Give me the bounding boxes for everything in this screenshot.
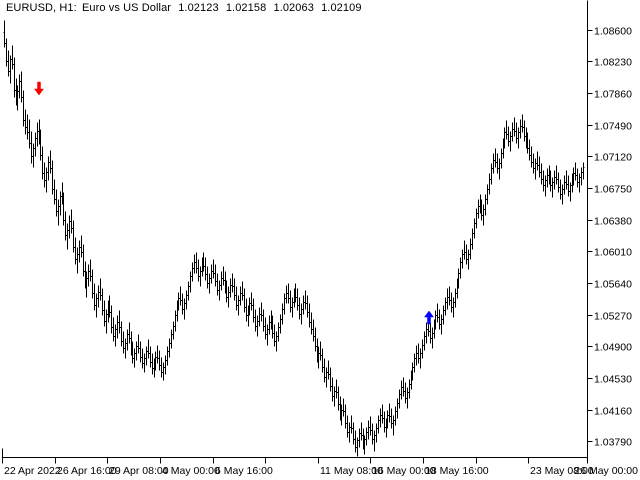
chart-description-label: Euro vs US Dollar	[81, 2, 172, 14]
time-tick-label: 18 May 16:00	[425, 465, 489, 477]
price-tick-label: 1.03790	[594, 436, 632, 448]
price-tick-label: 1.07490	[594, 120, 632, 132]
price-tick-label: 1.06750	[594, 183, 632, 195]
sell-arrow[interactable]	[34, 81, 44, 96]
quote-low-value: 1.02063	[273, 2, 314, 14]
ohlc-bars-group	[3, 20, 585, 457]
price-tick-label: 1.06380	[594, 215, 632, 227]
arrow-down-icon	[34, 81, 44, 96]
price-axis-labels[interactable]: 1.08600 1.08230 1.07860 1.07490 1.07120 1.067…	[594, 25, 632, 448]
price-tick-label: 1.07860	[594, 88, 632, 100]
quote-open-value: 1.02123	[178, 2, 219, 14]
signal-markers[interactable]	[34, 81, 434, 325]
price-tick-label: 1.06010	[594, 246, 632, 258]
chart-title-bar: EURUSD, H1: Euro vs US Dollar 1.02123 1.…	[6, 2, 362, 14]
price-tick-label: 1.04530	[594, 373, 632, 385]
price-tick-label: 1.07120	[594, 151, 632, 163]
price-tick-label: 1.05640	[594, 278, 632, 290]
time-tick-label: 26 Apr 16:00	[57, 465, 117, 477]
time-tick-label: 11 May 08:00	[320, 465, 383, 477]
quote-high-value: 1.02158	[225, 2, 267, 14]
time-tick-label: 4 May 00:00	[162, 465, 220, 477]
price-tick-label: 1.05270	[594, 310, 632, 322]
price-tick-label: 1.08230	[594, 56, 632, 68]
arrow-up-icon	[424, 310, 434, 325]
time-tick-label: 23 May 08:00	[530, 465, 594, 477]
time-tick-label: 16 May 00:00	[372, 465, 436, 477]
price-tick-label: 1.08600	[594, 25, 632, 37]
time-tick-label: 26 May 00:00	[574, 465, 638, 477]
time-tick-label: 6 May 16:00	[215, 465, 273, 477]
quote-close-value: 1.02109	[321, 2, 362, 14]
price-tick-label: 1.04160	[594, 405, 632, 417]
time-tick-label: 29 Apr 08:00	[109, 465, 169, 477]
chart-axes	[2, 0, 593, 464]
price-tick-label: 1.04900	[594, 341, 632, 353]
buy-arrow[interactable]	[424, 310, 434, 325]
chart-symbol-label: EURUSD, H1:	[6, 2, 77, 14]
time-tick-label: 22 Apr 2022	[4, 465, 61, 477]
